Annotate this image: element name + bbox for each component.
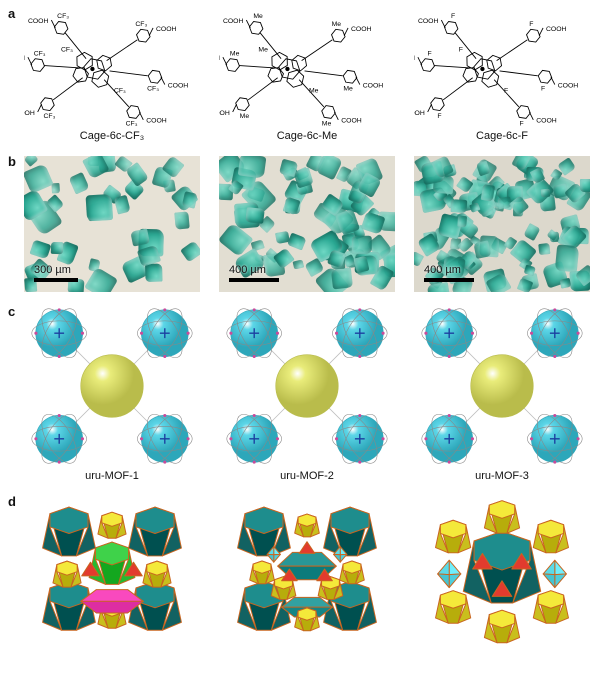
panel-d3 xyxy=(414,496,590,646)
row-c: c uru-MOF-1 uru-MOF-2 uru-MOF-3 xyxy=(10,306,590,482)
micrograph-3: 400 µm xyxy=(414,156,590,292)
svg-text:F: F xyxy=(541,85,545,92)
tiling-1 xyxy=(24,496,200,646)
row-b: b 300 µm 400 µm 400 µm xyxy=(10,156,590,292)
svg-text:Me: Me xyxy=(253,13,263,20)
figure-root: a COOHCF₃COOHCF₃COOHCF₃COOHCF₃COOHCF₃COO… xyxy=(0,0,600,656)
svg-text:F: F xyxy=(428,50,432,57)
caption-a2: Cage-6c-Me xyxy=(277,130,338,142)
caption-a3: Cage-6c-F xyxy=(476,130,528,142)
panel-b3: 400 µm xyxy=(414,156,590,292)
caption-c1: uru-MOF-1 xyxy=(85,470,139,482)
svg-text:COOH: COOH xyxy=(414,55,415,62)
svg-text:COOH: COOH xyxy=(219,110,230,117)
svg-text:Me: Me xyxy=(322,121,332,126)
panel-d2 xyxy=(219,496,395,646)
svg-text:Me: Me xyxy=(258,46,268,53)
panel-b2: 400 µm xyxy=(219,156,395,292)
tiling-2 xyxy=(219,496,395,646)
panel-a2: COOH Me COOH Me COOH Me COOH Me COOH Me COOH Me Me Me… xyxy=(219,8,395,142)
svg-text:COOH: COOH xyxy=(223,18,244,25)
panel-a3: COOH F COOH F COOH F COOH F COOH F COOH F F F Cage-6c… xyxy=(414,8,590,142)
svg-text:COOH: COOH xyxy=(24,110,35,117)
row-d: d xyxy=(10,496,590,646)
svg-text:F: F xyxy=(529,21,533,28)
svg-text:COOH: COOH xyxy=(146,118,167,125)
panel-c2: uru-MOF-2 xyxy=(219,306,395,482)
panel-b1: 300 µm xyxy=(24,156,200,292)
svg-text:CF₃: CF₃ xyxy=(135,21,147,28)
caption-c2: uru-MOF-2 xyxy=(280,470,334,482)
svg-text:COOH: COOH xyxy=(156,26,177,33)
svg-text:F: F xyxy=(459,46,463,53)
svg-text:COOH: COOH xyxy=(536,118,557,125)
svg-text:COOH: COOH xyxy=(341,118,362,125)
molecule-cage-me: COOH Me COOH Me COOH Me COOH Me COOH Me COOH Me Me Me xyxy=(219,8,395,126)
row-b-label: b xyxy=(8,154,16,169)
svg-text:Me: Me xyxy=(230,50,240,57)
svg-text:COOH: COOH xyxy=(414,110,425,117)
svg-text:F: F xyxy=(451,13,455,20)
svg-text:COOH: COOH xyxy=(351,26,372,33)
svg-text:COOH: COOH xyxy=(418,18,439,25)
svg-text:Me: Me xyxy=(332,21,342,28)
molecule-cage-cf3: COOH CF₃ COOH CF₃ COOH CF₃ COOH CF₃ COOH CF₃ COOH C… xyxy=(24,8,200,126)
svg-text:COOH: COOH xyxy=(24,55,25,62)
svg-text:COOH: COOH xyxy=(363,83,384,90)
row-c-label: c xyxy=(8,304,15,319)
panel-d1 xyxy=(24,496,200,646)
svg-text:CF₃: CF₃ xyxy=(43,113,55,120)
packing-1 xyxy=(24,306,200,466)
panel-a1: COOHCF₃COOHCF₃COOHCF₃COOHCF₃COOHCF₃COOHC… xyxy=(24,8,200,142)
svg-text:COOH: COOH xyxy=(168,83,189,90)
row-a-label: a xyxy=(8,6,15,21)
svg-text:Me: Me xyxy=(309,87,319,94)
svg-text:CF₃: CF₃ xyxy=(126,121,138,126)
svg-text:COOH: COOH xyxy=(219,55,220,62)
svg-text:F: F xyxy=(519,121,523,126)
tiling-3 xyxy=(414,496,590,646)
svg-text:CF₃: CF₃ xyxy=(34,50,46,57)
svg-text:CF₃: CF₃ xyxy=(114,87,126,94)
svg-text:CF₃: CF₃ xyxy=(57,13,69,20)
svg-text:CF₃: CF₃ xyxy=(61,46,73,53)
row-a: a COOHCF₃COOHCF₃COOHCF₃COOHCF₃COOHCF₃COO… xyxy=(10,8,590,142)
svg-text:CF₃: CF₃ xyxy=(147,85,159,92)
micrograph-1: 300 µm xyxy=(24,156,200,292)
caption-a1: Cage-6c-CF₃ xyxy=(80,130,144,142)
svg-text:COOH: COOH xyxy=(546,26,567,33)
svg-text:COOH: COOH xyxy=(28,18,49,25)
svg-text:F: F xyxy=(437,113,441,120)
svg-text:Me: Me xyxy=(343,85,353,92)
micrograph-2: 400 µm xyxy=(219,156,395,292)
svg-text:Me: Me xyxy=(240,113,250,120)
packing-3 xyxy=(414,306,590,466)
row-d-label: d xyxy=(8,494,16,509)
panel-c1: uru-MOF-1 xyxy=(24,306,200,482)
molecule-cage-f: COOH F COOH F COOH F COOH F COOH F COOH F F F xyxy=(414,8,590,126)
svg-text:COOH: COOH xyxy=(558,83,579,90)
svg-text:F: F xyxy=(504,87,508,94)
caption-c3: uru-MOF-3 xyxy=(475,470,529,482)
panel-c3: uru-MOF-3 xyxy=(414,306,590,482)
packing-2 xyxy=(219,306,395,466)
